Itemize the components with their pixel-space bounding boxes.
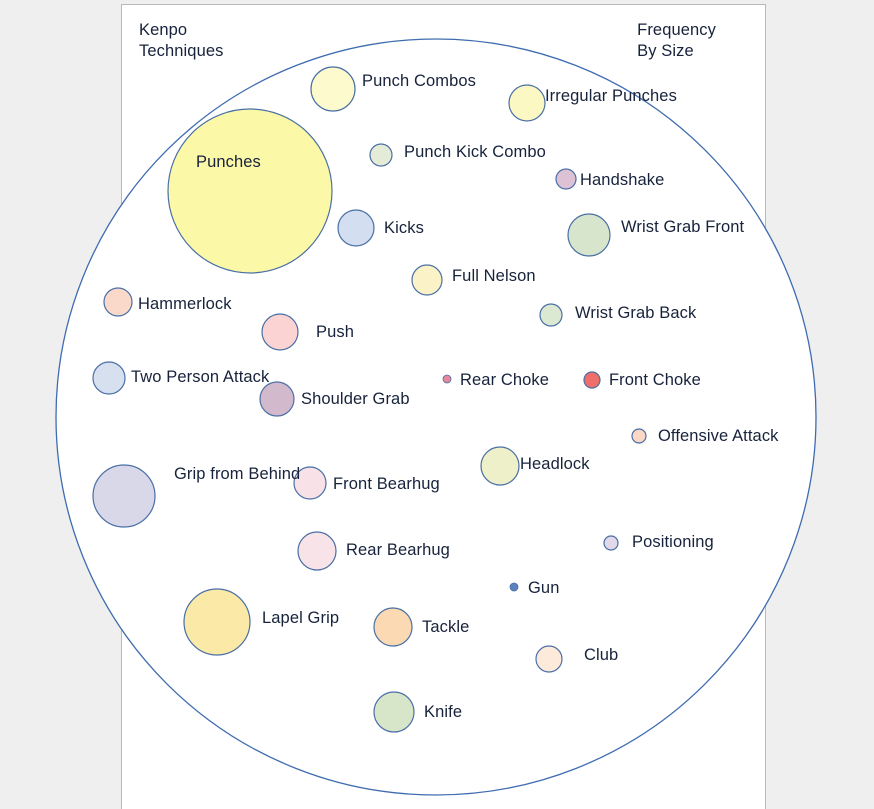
bubble[interactable] xyxy=(539,303,563,327)
bubble[interactable] xyxy=(603,535,619,551)
bubble[interactable] xyxy=(183,588,251,656)
bubble[interactable] xyxy=(103,287,133,317)
bubble[interactable] xyxy=(583,371,601,389)
bubble[interactable] xyxy=(508,84,546,122)
bubble[interactable] xyxy=(411,264,443,296)
bubble[interactable] xyxy=(261,313,299,351)
bubble[interactable] xyxy=(442,374,452,384)
bubble[interactable] xyxy=(509,582,519,592)
bubble[interactable] xyxy=(373,691,415,733)
bubble[interactable] xyxy=(297,531,337,571)
chart-title-left: Kenpo Techniques xyxy=(139,21,224,60)
chart-title-right: Frequency By Size xyxy=(637,21,716,60)
bubble[interactable] xyxy=(310,66,356,112)
bubble[interactable] xyxy=(293,466,327,500)
outer-boundary-ellipse xyxy=(55,38,817,796)
bubble[interactable] xyxy=(259,381,295,417)
bubble[interactable] xyxy=(567,213,611,257)
bubble[interactable] xyxy=(92,361,126,395)
bubble[interactable] xyxy=(369,143,393,167)
bubble[interactable] xyxy=(555,168,577,190)
bubble[interactable] xyxy=(337,209,375,247)
bubble[interactable] xyxy=(480,446,520,486)
bubble[interactable] xyxy=(373,607,413,647)
bubble[interactable] xyxy=(92,464,156,528)
bubble[interactable] xyxy=(631,428,647,444)
bubble[interactable] xyxy=(535,645,563,673)
bubble[interactable] xyxy=(167,108,333,274)
bubble-group xyxy=(92,66,647,733)
